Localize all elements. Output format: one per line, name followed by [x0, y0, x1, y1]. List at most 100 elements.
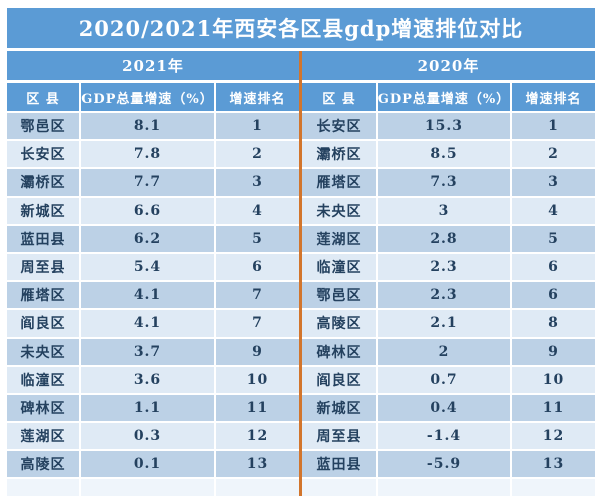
column-header-district: 区 县 [7, 83, 79, 111]
district-cell: 雁塔区 [7, 282, 79, 309]
center-divider [299, 51, 302, 497]
rank-cell: 5 [512, 225, 595, 252]
year-header-2020: 2020年 [302, 51, 595, 80]
growth-cell: 7.8 [81, 141, 214, 168]
district-cell: 阎良区 [7, 310, 79, 337]
growth-cell: 2.1 [378, 310, 510, 337]
growth-cell: 4.1 [81, 310, 214, 337]
rank-cell: 3 [512, 169, 595, 196]
district-cell: 莲湖区 [7, 423, 79, 450]
growth-cell: 6.2 [81, 225, 214, 252]
rank-cell: 6 [216, 253, 299, 281]
empty-growth-cell [81, 479, 214, 497]
growth-cell: 5.4 [81, 253, 214, 281]
district-cell: 长安区 [7, 141, 79, 168]
district-cell: 长安区 [302, 113, 376, 140]
rank-cell: 4 [512, 197, 595, 224]
table-grid-2021: 区 县 GDP总量增速（%） 增速排名鄂邑区 8.1 1 长安区 7.8 2 灞桥区 7.7 3 新城… [7, 83, 299, 497]
district-cell: 周至县 [7, 253, 79, 281]
rank-cell: 4 [216, 197, 299, 224]
rank-cell: 7 [216, 282, 299, 309]
district-cell: 灞桥区 [302, 141, 376, 168]
rank-cell: 9 [512, 338, 595, 365]
rank-cell: 13 [512, 451, 595, 478]
rank-cell: 11 [512, 394, 595, 422]
growth-cell: 7.3 [378, 169, 510, 196]
growth-cell: 3 [378, 197, 510, 224]
page-title: 2020/2021年西安各区县gdp增速排位对比 [7, 8, 595, 48]
growth-cell: 3.7 [81, 338, 214, 365]
comparison-table: 2020/2021年西安各区县gdp增速排位对比 2021年 区 县 GDP总量增… [7, 8, 595, 500]
growth-cell: 15.3 [378, 113, 510, 140]
growth-cell: 8.5 [378, 141, 510, 168]
column-header-rank: 增速排名 [216, 83, 299, 111]
rank-cell: 2 [216, 141, 299, 168]
growth-cell: 2 [378, 338, 510, 365]
growth-cell: 3.6 [81, 366, 214, 393]
district-cell: 高陵区 [302, 310, 376, 337]
rank-cell: 3 [216, 169, 299, 196]
growth-cell: 0.7 [378, 366, 510, 393]
district-cell: 碑林区 [7, 394, 79, 422]
rank-cell: 6 [512, 282, 595, 309]
rank-cell: 1 [512, 113, 595, 140]
district-cell: 新城区 [302, 394, 376, 422]
district-cell: 阎良区 [302, 366, 376, 393]
table-2020: 2020年 区 县 GDP总量增速（%） 增速排名 长安区 15.3 1 灞桥区 8.5 2 雁塔… [302, 51, 595, 497]
district-cell: 鄂邑区 [302, 282, 376, 309]
district-cell: 新城区 [7, 197, 79, 224]
column-header-district: 区 县 [302, 83, 376, 111]
district-cell: 蓝田县 [302, 451, 376, 478]
rank-cell: 10 [512, 366, 595, 393]
column-header-growth: GDP总量增速（%） [81, 83, 214, 111]
rank-cell: 5 [216, 225, 299, 252]
district-cell: 周至县 [302, 423, 376, 450]
growth-cell: 0.1 [81, 451, 214, 478]
rank-cell: 10 [216, 366, 299, 393]
district-cell: 临潼区 [302, 253, 376, 281]
table-grid-2020: 区 县 GDP总量增速（%） 增速排名 长安区 15.3 1 灞桥区 8.5 2 雁塔区 7.3 3 未… [302, 83, 595, 497]
rank-cell: 9 [216, 338, 299, 365]
rank-cell: 7 [216, 310, 299, 337]
empty-growth-cell [378, 479, 510, 497]
growth-cell: 2.8 [378, 225, 510, 252]
column-header-growth: GDP总量增速（%） [378, 83, 510, 111]
table-body: 2021年 区 县 GDP总量增速（%） 增速排名 鄂邑区 8.1 1 长安区 7.8 2 灞桥区… [7, 51, 595, 497]
rank-cell: 12 [512, 423, 595, 450]
district-cell: 鄂邑区 [7, 113, 79, 140]
rank-cell: 13 [216, 451, 299, 478]
rank-cell: 2 [512, 141, 595, 168]
district-cell: 未央区 [302, 197, 376, 224]
empty-rank-cell [216, 479, 299, 497]
district-cell: 蓝田县 [7, 225, 79, 252]
growth-cell: -1.4 [378, 423, 510, 450]
growth-cell: 0.3 [81, 423, 214, 450]
year-header-2021: 2021年 [7, 51, 299, 80]
empty-district-cell [302, 479, 376, 497]
growth-cell: 0.4 [378, 394, 510, 422]
growth-cell: 4.1 [81, 282, 214, 309]
growth-cell: 6.6 [81, 197, 214, 224]
rank-cell: 1 [216, 113, 299, 140]
empty-rank-cell [512, 479, 595, 497]
growth-cell: 2.3 [378, 282, 510, 309]
district-cell: 莲湖区 [302, 225, 376, 252]
growth-cell: 2.3 [378, 253, 510, 281]
rank-cell: 12 [216, 423, 299, 450]
district-cell: 碑林区 [302, 338, 376, 365]
rank-cell: 8 [512, 310, 595, 337]
district-cell: 高陵区 [7, 451, 79, 478]
table-2021: 2021年 区 县 GDP总量增速（%） 增速排名鄂邑区 8.1 1 长安区 7.8 2 灞桥区… [7, 51, 299, 497]
column-header-rank: 增速排名 [512, 83, 595, 111]
growth-cell: 7.7 [81, 169, 214, 196]
rank-cell: 11 [216, 394, 299, 422]
rank-cell: 6 [512, 253, 595, 281]
district-cell: 临潼区 [7, 366, 79, 393]
growth-cell: 8.1 [81, 113, 214, 140]
district-cell: 灞桥区 [7, 169, 79, 196]
empty-district-cell [7, 479, 79, 497]
district-cell: 雁塔区 [302, 169, 376, 196]
growth-cell: 1.1 [81, 394, 214, 422]
district-cell: 未央区 [7, 338, 79, 365]
